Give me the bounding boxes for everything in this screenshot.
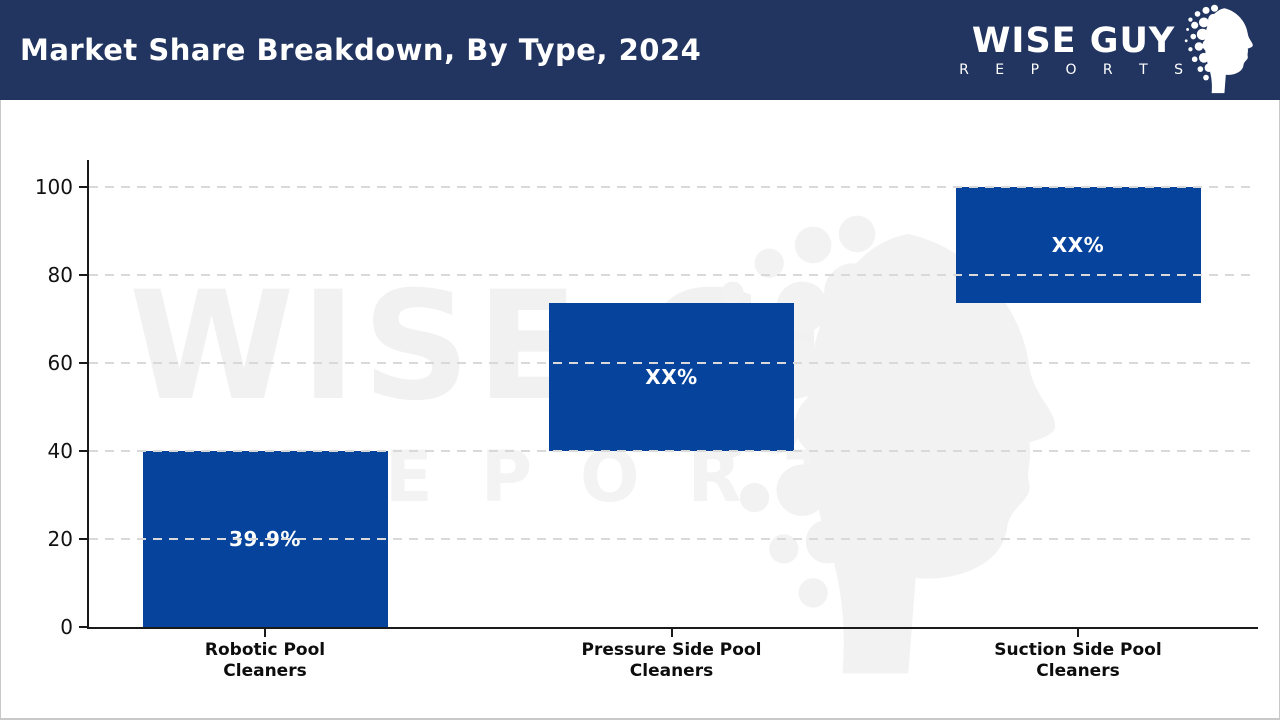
y-tick-label: 80	[47, 263, 73, 287]
y-tick-label: 60	[47, 351, 73, 375]
y-tick-label: 0	[60, 615, 73, 639]
bar-value-label: XX%	[645, 365, 698, 390]
y-axis-line	[87, 160, 89, 629]
y-tick	[79, 186, 87, 188]
y-tick	[79, 626, 87, 628]
bar-value-label: XX%	[1051, 233, 1105, 258]
logo-wordmark: WISE GUY	[971, 20, 1176, 61]
wiseguy-face-icon	[1184, 4, 1253, 94]
x-tick	[670, 629, 673, 637]
y-tick	[79, 450, 87, 452]
gridline	[89, 450, 1257, 452]
y-tick-label: 20	[47, 527, 73, 551]
x-tick	[264, 629, 266, 637]
logo-subtitle: R E P O R T S	[959, 61, 1194, 78]
y-tick-label: 100	[34, 175, 73, 199]
wiseguy-logo-text: WISE GUY R E P O R T S	[953, 20, 1194, 78]
bar: XX%	[955, 187, 1201, 304]
header-bar: Market Share Breakdown, By Type, 2024 WI…	[0, 0, 1280, 100]
gridline	[89, 186, 1257, 188]
gridline	[89, 538, 1257, 540]
bar: XX%	[549, 303, 794, 452]
x-tick	[1077, 629, 1079, 637]
y-tick-label: 40	[47, 439, 73, 463]
x-axis-line	[87, 627, 1258, 629]
wiseguy-logo: WISE GUY R E P O R T S	[953, 0, 1266, 100]
y-tick	[79, 274, 87, 276]
page-title: Market Share Breakdown, By Type, 2024	[20, 33, 702, 67]
x-category-label: Pressure Side Pool Cleaners	[581, 640, 762, 682]
gridline	[89, 274, 1257, 276]
x-category-label: Suction Side Pool Cleaners	[994, 640, 1162, 682]
x-category-label: Robotic Pool Cleaners	[204, 640, 326, 682]
gridline	[89, 362, 1257, 364]
chart-canvas: WISE GUY REPORTS 02040608010039.9%Roboti…	[0, 100, 1280, 720]
y-tick	[79, 538, 87, 540]
y-tick	[79, 362, 87, 364]
